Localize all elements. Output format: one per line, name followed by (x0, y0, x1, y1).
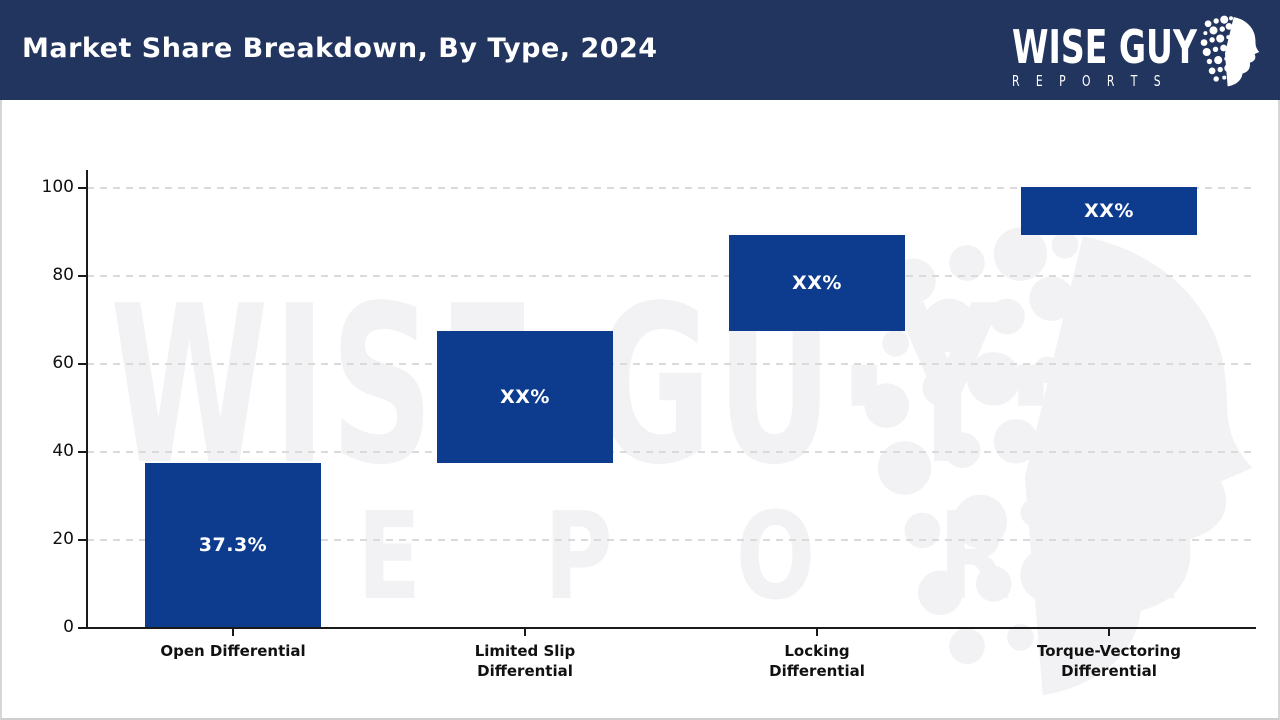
y-tick-mark (78, 187, 86, 189)
y-tick-label: 100 (41, 177, 74, 197)
y-tick-mark (78, 275, 86, 277)
x-tick-mark (524, 629, 526, 636)
gridline (87, 451, 1255, 453)
y-axis-line (86, 170, 88, 629)
y-tick-mark (78, 539, 86, 541)
y-tick-label: 0 (63, 617, 74, 637)
y-tick-label: 60 (52, 353, 74, 373)
gridline (87, 539, 1255, 541)
x-tick-mark (232, 629, 234, 636)
header-bar: Market Share Breakdown, By Type, 2024 WI… (0, 0, 1280, 100)
plot-area: WISE GU·Y· R E P O R T S 02040608010037.… (2, 100, 1280, 718)
logo-head-icon (1200, 14, 1262, 90)
bar-value-label: XX% (1084, 199, 1134, 222)
bar-value-label: XX% (500, 385, 550, 408)
bar-value-label: XX% (792, 271, 842, 294)
waterfall-bar-3: XX% (729, 234, 905, 331)
wise-guy-logo: WISE GUY R E P O R T S (1012, 8, 1262, 94)
y-tick-mark (78, 363, 86, 365)
y-tick-label: 40 (52, 441, 74, 461)
bar-value-label: 37.3% (198, 533, 268, 556)
chart-title: Market Share Breakdown, By Type, 2024 (22, 33, 658, 64)
x-axis-line (86, 627, 1256, 629)
waterfall-bar-1: 37.3% (145, 462, 321, 627)
x-category-label: Locking Differential (769, 642, 865, 680)
y-tick-label: 20 (52, 529, 74, 549)
x-tick-mark (816, 629, 818, 636)
logo-text: WISE GUY R E P O R T S (1012, 20, 1197, 90)
y-tick-label: 80 (52, 265, 74, 285)
x-category-label: Torque-Vectoring Differential (1037, 642, 1181, 680)
x-category-label: Open Differential (160, 642, 306, 660)
waterfall-bar-2: XX% (437, 330, 613, 463)
x-tick-mark (1108, 629, 1110, 636)
gridline (87, 363, 1255, 365)
waterfall-bar-4: XX% (1021, 187, 1197, 235)
logo-wordmark: WISE GUY (1012, 20, 1197, 74)
y-tick-mark (78, 627, 86, 629)
y-tick-mark (78, 451, 86, 453)
x-category-label: Limited Slip Differential (474, 642, 576, 680)
gridline (87, 187, 1255, 189)
gridline (87, 275, 1255, 277)
logo-subtitle: R E P O R T S (1012, 72, 1168, 90)
